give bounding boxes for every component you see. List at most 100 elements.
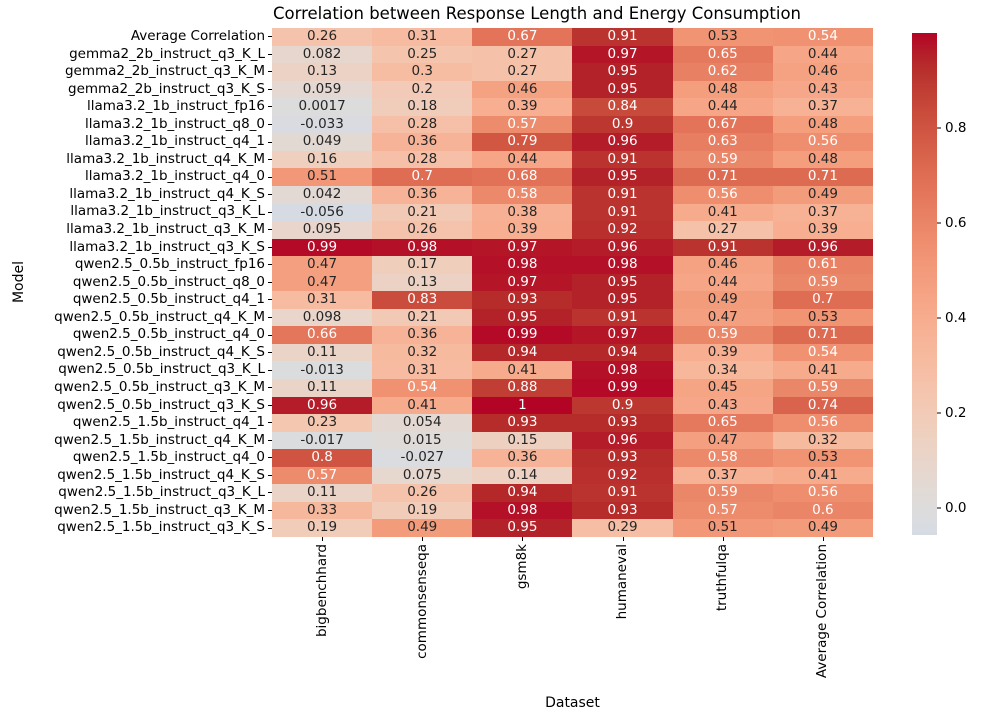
x-tick-label-cell: commonsenseqa xyxy=(372,537,472,697)
heatmap-cell: 0.39 xyxy=(472,221,573,239)
heatmap-cell: 0.36 xyxy=(472,449,573,467)
heatmap-cell: 0.96 xyxy=(572,133,673,151)
y-tick-label-row: qwen2.5_0.5b_instruct_q3_K_S xyxy=(0,396,272,414)
y-tick-mark xyxy=(268,352,272,354)
y-tick-label-row: qwen2.5_1.5b_instruct_q3_K_M xyxy=(0,502,272,520)
heatmap-cell: 0.99 xyxy=(472,326,573,344)
heatmap-cell: 0.27 xyxy=(472,63,573,81)
y-tick-mark xyxy=(268,404,272,406)
chart-title: Correlation between Response Length and … xyxy=(272,4,802,23)
heatmap-cell: 0.51 xyxy=(672,519,773,537)
heatmap-cell: 0.0017 xyxy=(272,98,373,116)
heatmap-cell: 0.54 xyxy=(772,28,873,46)
heatmap-cell: 0.47 xyxy=(272,256,373,274)
y-tick-mark xyxy=(268,194,272,196)
y-tick-mark xyxy=(268,71,272,73)
y-tick-mark xyxy=(268,211,272,213)
heatmap-cell: 0.2 xyxy=(372,80,473,99)
model-label: qwen2.5_1.5b_instruct_q3_K_L xyxy=(58,484,265,501)
heatmap-cell: 0.97 xyxy=(572,45,673,64)
y-tick-mark xyxy=(268,474,272,476)
model-label: gemma2_2b_instruct_q3_K_L xyxy=(69,45,265,62)
heatmap-cell: 0.3 xyxy=(372,63,473,81)
heatmap-cell: 0.62 xyxy=(672,63,773,81)
heatmap-cell: 0.59 xyxy=(672,484,773,502)
heatmap-cell: 0.56 xyxy=(772,484,873,502)
heatmap-cell: 0.71 xyxy=(772,326,873,344)
heatmap-cell: 0.17 xyxy=(372,256,473,274)
y-tick-label-row: llama3.2_1b_instruct_q3_K_M xyxy=(0,221,272,239)
heatmap-cell: 0.58 xyxy=(472,185,573,204)
heatmap-cell: 0.37 xyxy=(672,466,773,485)
heatmap-cell: 0.53 xyxy=(772,308,873,327)
heatmap-cell: 0.95 xyxy=(472,308,573,327)
y-tick-label-row: qwen2.5_1.5b_instruct_q4_1 xyxy=(0,414,272,432)
heatmap-cell: 0.84 xyxy=(572,98,673,116)
heatmap-cell: 0.015 xyxy=(372,431,473,450)
x-tick-label-cell: Average Correlation xyxy=(773,537,873,697)
heatmap-cell: 0.98 xyxy=(472,256,573,274)
heatmap-cell: 0.71 xyxy=(672,168,773,186)
heatmap-cell: 0.37 xyxy=(772,203,873,222)
y-tick-label-row: Average Correlation xyxy=(0,28,272,46)
heatmap-cell: 0.91 xyxy=(572,150,673,169)
y-tick-label-row: llama3.2_1b_instruct_q4_K_S xyxy=(0,186,272,204)
y-tick-label-row: llama3.2_1b_instruct_q3_K_S xyxy=(0,239,272,257)
heatmap-cell: 0.7 xyxy=(372,168,473,186)
y-tick-mark xyxy=(268,510,272,512)
heatmap-cell: 0.48 xyxy=(672,80,773,99)
y-tick-mark xyxy=(268,88,272,90)
y-tick-mark xyxy=(268,229,272,231)
colorbar-tick-mark xyxy=(937,127,941,129)
heatmap-cell: 0.054 xyxy=(372,414,473,432)
colorbar-tick-mark xyxy=(937,222,941,224)
y-tick-mark xyxy=(268,176,272,178)
heatmap-cell: 0.67 xyxy=(672,115,773,134)
colorbar-tick-mark xyxy=(937,412,941,414)
heatmap-cell: 0.33 xyxy=(272,501,373,520)
heatmap-cell: 0.93 xyxy=(472,291,573,309)
heatmap-cell: 0.049 xyxy=(272,133,373,151)
heatmap-cell: 0.44 xyxy=(672,98,773,116)
heatmap-cell: 0.36 xyxy=(372,133,473,151)
y-tick-mark xyxy=(268,334,272,336)
y-tick-label-row: qwen2.5_1.5b_instruct_q3_K_S xyxy=(0,519,272,537)
x-axis-title: Dataset xyxy=(545,695,600,711)
heatmap-cell: 0.29 xyxy=(572,519,673,537)
model-label: gemma2_2b_instruct_q3_K_M xyxy=(64,63,265,80)
model-label: llama3.2_1b_instruct_q4_1 xyxy=(84,133,265,150)
heatmap-cell: 0.075 xyxy=(372,466,473,485)
model-label: qwen2.5_1.5b_instruct_q4_0 xyxy=(72,449,265,466)
heatmap-cell: 0.41 xyxy=(772,361,873,380)
heatmap-cell: -0.027 xyxy=(372,449,473,467)
heatmap-cell: 0.56 xyxy=(672,185,773,204)
y-tick-label-row: llama3.2_1b_instruct_fp16 xyxy=(0,98,272,116)
model-label: qwen2.5_0.5b_instruct_q4_0 xyxy=(72,326,265,343)
heatmap-cell: 0.45 xyxy=(672,379,773,397)
colorbar-tick-label: 0.4 xyxy=(945,309,967,326)
dataset-label: humaneval xyxy=(614,544,631,620)
heatmap-cell: 0.47 xyxy=(672,431,773,450)
model-label: qwen2.5_0.5b_instruct_q3_K_S xyxy=(57,396,265,413)
heatmap-cell: 0.31 xyxy=(372,28,473,46)
heatmap-cell: 0.11 xyxy=(272,484,373,502)
heatmap-cell: 0.43 xyxy=(672,396,773,415)
x-tick-mark xyxy=(422,537,424,541)
dataset-label: commonsenseqa xyxy=(413,544,430,659)
heatmap-cell: 0.97 xyxy=(572,326,673,344)
y-tick-label-row: llama3.2_1b_instruct_q4_0 xyxy=(0,168,272,186)
y-tick-mark xyxy=(268,299,272,301)
dataset-label: bigbenchhard xyxy=(313,544,330,638)
heatmap-cell: 0.098 xyxy=(272,308,373,327)
heatmap-cell: 0.93 xyxy=(572,449,673,467)
heatmap-cell: 0.13 xyxy=(372,273,473,292)
heatmap-cell: 0.63 xyxy=(672,133,773,151)
heatmap-cell: 0.91 xyxy=(572,185,673,204)
heatmap-cell: 0.49 xyxy=(372,519,473,537)
y-tick-mark xyxy=(268,422,272,424)
heatmap-cell: 0.48 xyxy=(772,150,873,169)
heatmap-cell: 0.96 xyxy=(272,396,373,415)
heatmap-cell: 0.41 xyxy=(472,361,573,380)
y-tick-label-row: llama3.2_1b_instruct_q3_K_L xyxy=(0,203,272,221)
heatmap-cell: 0.37 xyxy=(772,98,873,116)
